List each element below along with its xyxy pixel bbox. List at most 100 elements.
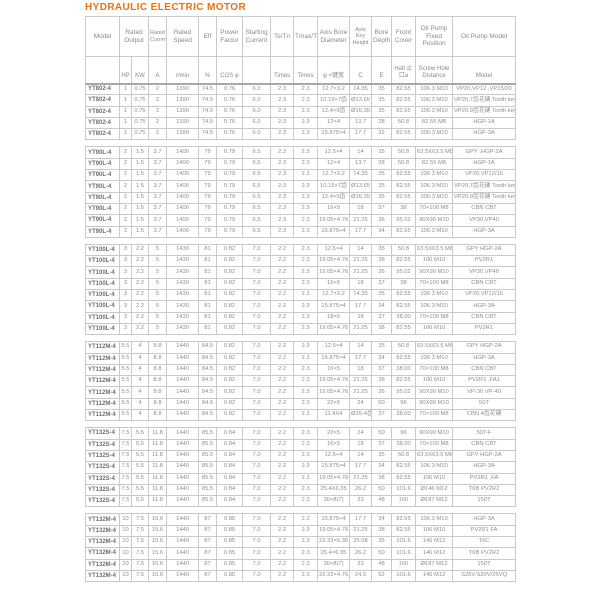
cell-bore: 12.7×3.2	[317, 289, 351, 302]
cell-a: 8.8	[148, 397, 168, 411]
cell-ts: 2.3	[270, 157, 295, 171]
cell-c: 18	[349, 438, 373, 451]
cell-bore: 12×4	[317, 116, 351, 130]
cell-c: 17.7	[349, 352, 373, 365]
cell-c: 14	[349, 146, 373, 159]
cell-pump: PV2R1	[452, 255, 517, 268]
cell-rpm: 1400	[166, 202, 200, 216]
cell-hp: 2	[119, 191, 132, 204]
cell-screw: 106.3 M10	[415, 82, 454, 96]
cell-c: 18	[349, 277, 373, 291]
cell-hp: 7.5	[119, 461, 132, 474]
cell-rpm: 1440	[166, 438, 200, 451]
cell-a: 8.8	[148, 409, 168, 422]
cell-front: 82.55	[391, 180, 417, 193]
column-sub-header: A	[148, 56, 168, 85]
cell-front: 38	[391, 277, 417, 291]
column-group-header: Axis Bore Diameter	[317, 16, 351, 57]
cell-start: 7.0	[242, 513, 272, 526]
cell-kw: 4	[130, 386, 150, 399]
column-group-header: Axis Key Height	[349, 16, 373, 57]
cell-hp: 1	[119, 128, 132, 141]
cell-e: 34	[371, 300, 393, 313]
cell-start: 7.0	[242, 524, 272, 537]
cell-eff: 74.5	[198, 105, 218, 118]
cell-cos: 0.79	[216, 225, 244, 238]
cell-hp: 10	[119, 535, 132, 549]
cell-ts: 2.2	[270, 461, 295, 474]
cell-bore: 16×5	[317, 277, 351, 291]
cell-screw: 106.3 M10	[415, 180, 454, 193]
cell-eff: 79	[198, 202, 218, 216]
cell-ts: 2.2	[270, 524, 295, 537]
cell-ts: 2.2	[270, 427, 295, 440]
cell-screw: 106.3 M10	[415, 300, 454, 313]
cell-rpm: 1440	[166, 558, 200, 571]
cell-a: 11.8	[148, 495, 168, 508]
cell-model: YT132M-4	[85, 547, 120, 560]
cell-cos: 0.84	[216, 483, 244, 497]
cell-rpm: 1400	[166, 225, 200, 238]
cell-front: 95.02	[391, 386, 417, 399]
cell-bore: 10.15×7齿	[317, 180, 351, 193]
table-row: YT100L-4 3 2.2 5 1430 81 0.82 7.0 2.2 2.3 19.05×4.…	[85, 255, 517, 268]
cell-model: YT112M-4	[85, 386, 120, 399]
column-group-header: Bore Depth	[371, 16, 393, 57]
table-row: YT802-4 1 0.75 2 1390 74.5 0.76 6.0 2.3 2.3 10.15×…	[85, 94, 517, 107]
cell-bore: 11.4X4	[317, 409, 351, 422]
cell-rpm: 1390	[166, 105, 200, 118]
cell-bore: 22×5	[317, 427, 351, 440]
cell-ts: 2.2	[270, 513, 295, 526]
cell-screw: 90X90 M10	[415, 427, 454, 440]
cell-c: 25.08	[349, 535, 373, 549]
cell-ts: 2.2	[270, 289, 295, 302]
cell-pump: GPY HGP-2A	[452, 243, 517, 257]
cell-c: Ø13.65	[349, 180, 373, 193]
cell-ts: 2.2	[270, 495, 295, 508]
column-sub-header: r/min	[166, 56, 200, 85]
table-row: YT132M-4 10 7.5 15.6 1440 87 0.85 7.0 2.2 2.3 15.8…	[85, 513, 517, 526]
cell-ts: 2.3	[270, 105, 295, 118]
cell-tmax: 2.3	[293, 202, 319, 216]
cell-a: 8.8	[148, 341, 168, 354]
cell-model: YT100L-4	[85, 322, 120, 336]
cell-kw: 7.5	[130, 558, 150, 571]
table-row: YT90L-4 2 1.5 3.7 1400 79 0.79 6.5 2.3 2.3 12.4×9齿…	[85, 191, 517, 204]
cell-hp: 3	[119, 277, 132, 291]
cell-ts: 2.3	[270, 225, 295, 238]
cell-start: 7.0	[242, 427, 272, 440]
cell-model: YT132S-4	[85, 438, 120, 451]
cell-hp: 2	[119, 157, 132, 171]
cell-eff: 87	[198, 524, 218, 537]
cell-hp: 1	[119, 116, 132, 130]
cell-a: 15.6	[148, 547, 168, 560]
cell-ts: 2.3	[270, 169, 295, 182]
cell-eff: 81	[198, 311, 218, 324]
cell-ts: 2.2	[270, 375, 295, 388]
cell-kw: 7.5	[130, 524, 150, 537]
cell-c: 21.25	[349, 255, 373, 268]
cell-tmax: 2.3	[293, 116, 319, 130]
cell-screw: 90X90 M10	[415, 397, 454, 411]
cell-front: 38.00	[391, 409, 417, 422]
cell-model: YT132M-4	[85, 558, 120, 571]
table-row: YT112M-4 5.5 4 8.8 1440 84.5 0.82 7.0 2.2 2.3 15.8…	[85, 352, 517, 365]
cell-tmax: 2.3	[293, 289, 319, 302]
cell-screw: 106.3 M10	[415, 352, 454, 365]
cell-start: 7.0	[242, 255, 272, 268]
cell-model: YT90L-4	[85, 146, 120, 159]
cell-model: YT802-4	[85, 82, 120, 96]
cell-model: YT112M-4	[85, 341, 120, 354]
cell-screw: 146 M12	[415, 547, 454, 560]
column-sub-header	[85, 56, 120, 85]
table-row: YT132S-4 7.5 5.5 11.8 1440 85.5 0.84 7.0 2.2 2.3 1…	[85, 438, 517, 451]
cell-start: 6.5	[242, 214, 272, 227]
cell-eff: 85.5	[198, 449, 218, 463]
cell-model: YT132M-4	[85, 569, 120, 583]
cell-eff: 85.5	[198, 495, 218, 508]
cell-eff: 74.5	[198, 116, 218, 130]
cell-c: 24	[349, 397, 373, 411]
cell-eff: 74.5	[198, 82, 218, 96]
cell-cos: 0.84	[216, 449, 244, 463]
